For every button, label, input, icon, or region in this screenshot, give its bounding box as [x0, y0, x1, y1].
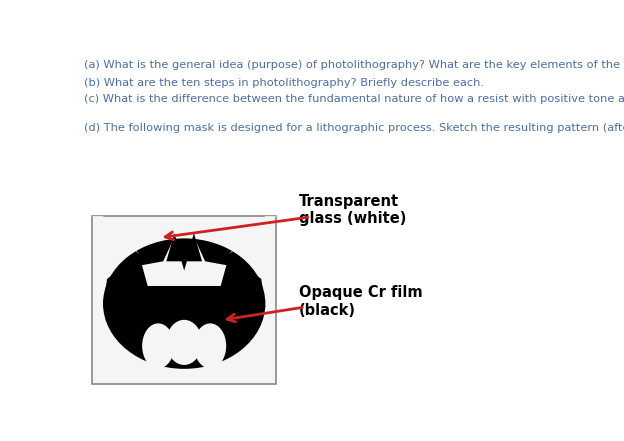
- Polygon shape: [229, 216, 276, 254]
- Text: Opaque Cr film
(black): Opaque Cr film (black): [299, 285, 422, 318]
- Ellipse shape: [167, 320, 202, 365]
- Polygon shape: [103, 254, 184, 307]
- Text: (d) The following mask is designed for a lithographic process. Sketch the result: (d) The following mask is designed for a…: [84, 123, 624, 133]
- Text: (b) What are the ten steps in photolithography? Briefly describe each.: (b) What are the ten steps in photolitho…: [84, 78, 484, 88]
- Polygon shape: [167, 233, 183, 262]
- Polygon shape: [92, 216, 140, 254]
- Text: (a) What is the general idea (purpose) of photolithography? What are the key ele: (a) What is the general idea (purpose) o…: [84, 60, 624, 70]
- Bar: [92, 216, 276, 384]
- Ellipse shape: [103, 239, 265, 369]
- Ellipse shape: [142, 323, 174, 369]
- Text: (c) What is the difference between the fundamental nature of how a resist with p: (c) What is the difference between the f…: [84, 94, 624, 105]
- Polygon shape: [186, 233, 202, 262]
- Polygon shape: [142, 237, 227, 286]
- Text: Transparent
glass (white): Transparent glass (white): [299, 194, 406, 226]
- Ellipse shape: [194, 323, 227, 369]
- Polygon shape: [184, 254, 265, 307]
